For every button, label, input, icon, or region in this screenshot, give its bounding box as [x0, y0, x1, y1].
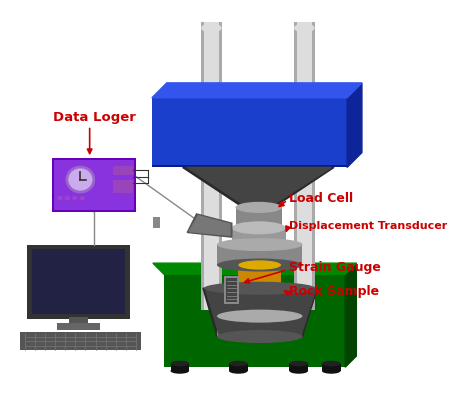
Ellipse shape [57, 196, 63, 200]
Polygon shape [187, 214, 232, 237]
Text: Strain Gauge: Strain Gauge [290, 261, 381, 274]
Bar [152, 98, 347, 168]
Bar [217, 316, 302, 336]
Bar [322, 363, 340, 371]
Ellipse shape [238, 261, 281, 270]
Bar [294, 22, 315, 310]
Text: Displacement Transducer: Displacement Transducer [290, 221, 447, 231]
Ellipse shape [229, 361, 247, 366]
Polygon shape [189, 216, 230, 235]
Ellipse shape [217, 238, 302, 251]
Bar [57, 323, 100, 330]
Bar [224, 276, 239, 304]
Bar [27, 245, 129, 319]
Polygon shape [206, 290, 316, 336]
Polygon shape [203, 288, 317, 336]
Text: Data Loger: Data Loger [53, 111, 136, 124]
Bar [217, 245, 302, 265]
Ellipse shape [217, 330, 302, 343]
Ellipse shape [229, 368, 247, 374]
Bar [201, 22, 222, 310]
Polygon shape [152, 83, 362, 98]
Ellipse shape [322, 361, 340, 366]
Ellipse shape [171, 368, 189, 374]
Bar [152, 165, 347, 168]
Bar [20, 332, 141, 350]
Polygon shape [347, 83, 362, 168]
Bar [204, 22, 219, 310]
Bar [232, 228, 286, 245]
Ellipse shape [290, 368, 308, 374]
Polygon shape [182, 168, 334, 209]
Bar [113, 180, 133, 193]
Bar [290, 363, 308, 371]
Ellipse shape [236, 202, 282, 213]
Ellipse shape [290, 361, 308, 366]
Polygon shape [187, 168, 331, 207]
Bar [229, 363, 247, 371]
Bar [113, 166, 133, 175]
Bar [238, 265, 281, 316]
Ellipse shape [68, 168, 92, 191]
Ellipse shape [236, 230, 282, 241]
Bar [164, 274, 345, 367]
Bar [69, 317, 88, 324]
Ellipse shape [72, 196, 78, 200]
Ellipse shape [238, 312, 281, 321]
Ellipse shape [201, 24, 222, 33]
Ellipse shape [64, 196, 70, 200]
Polygon shape [345, 263, 356, 367]
Ellipse shape [65, 166, 95, 194]
Bar [153, 217, 160, 228]
Bar [226, 278, 237, 302]
Ellipse shape [80, 196, 85, 200]
Ellipse shape [294, 24, 315, 33]
Ellipse shape [204, 282, 316, 295]
Bar [53, 158, 136, 212]
Bar [297, 22, 312, 310]
Ellipse shape [217, 259, 302, 271]
Bar [32, 249, 125, 314]
Ellipse shape [171, 361, 189, 366]
Ellipse shape [217, 310, 302, 323]
Polygon shape [153, 263, 356, 274]
Bar [236, 207, 282, 235]
Text: Rock Sample: Rock Sample [290, 284, 380, 298]
Ellipse shape [232, 221, 286, 234]
Bar [55, 160, 134, 210]
Ellipse shape [232, 238, 286, 251]
Bar [171, 363, 189, 371]
Text: Load Cell: Load Cell [290, 192, 354, 205]
Ellipse shape [322, 368, 340, 374]
